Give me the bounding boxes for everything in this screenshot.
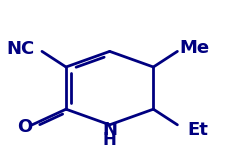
Text: O: O [18,118,33,136]
Text: Me: Me [179,39,209,57]
Text: Et: Et [187,121,208,139]
Text: N: N [102,121,117,139]
Text: H: H [103,131,117,149]
Text: NC: NC [6,40,34,58]
